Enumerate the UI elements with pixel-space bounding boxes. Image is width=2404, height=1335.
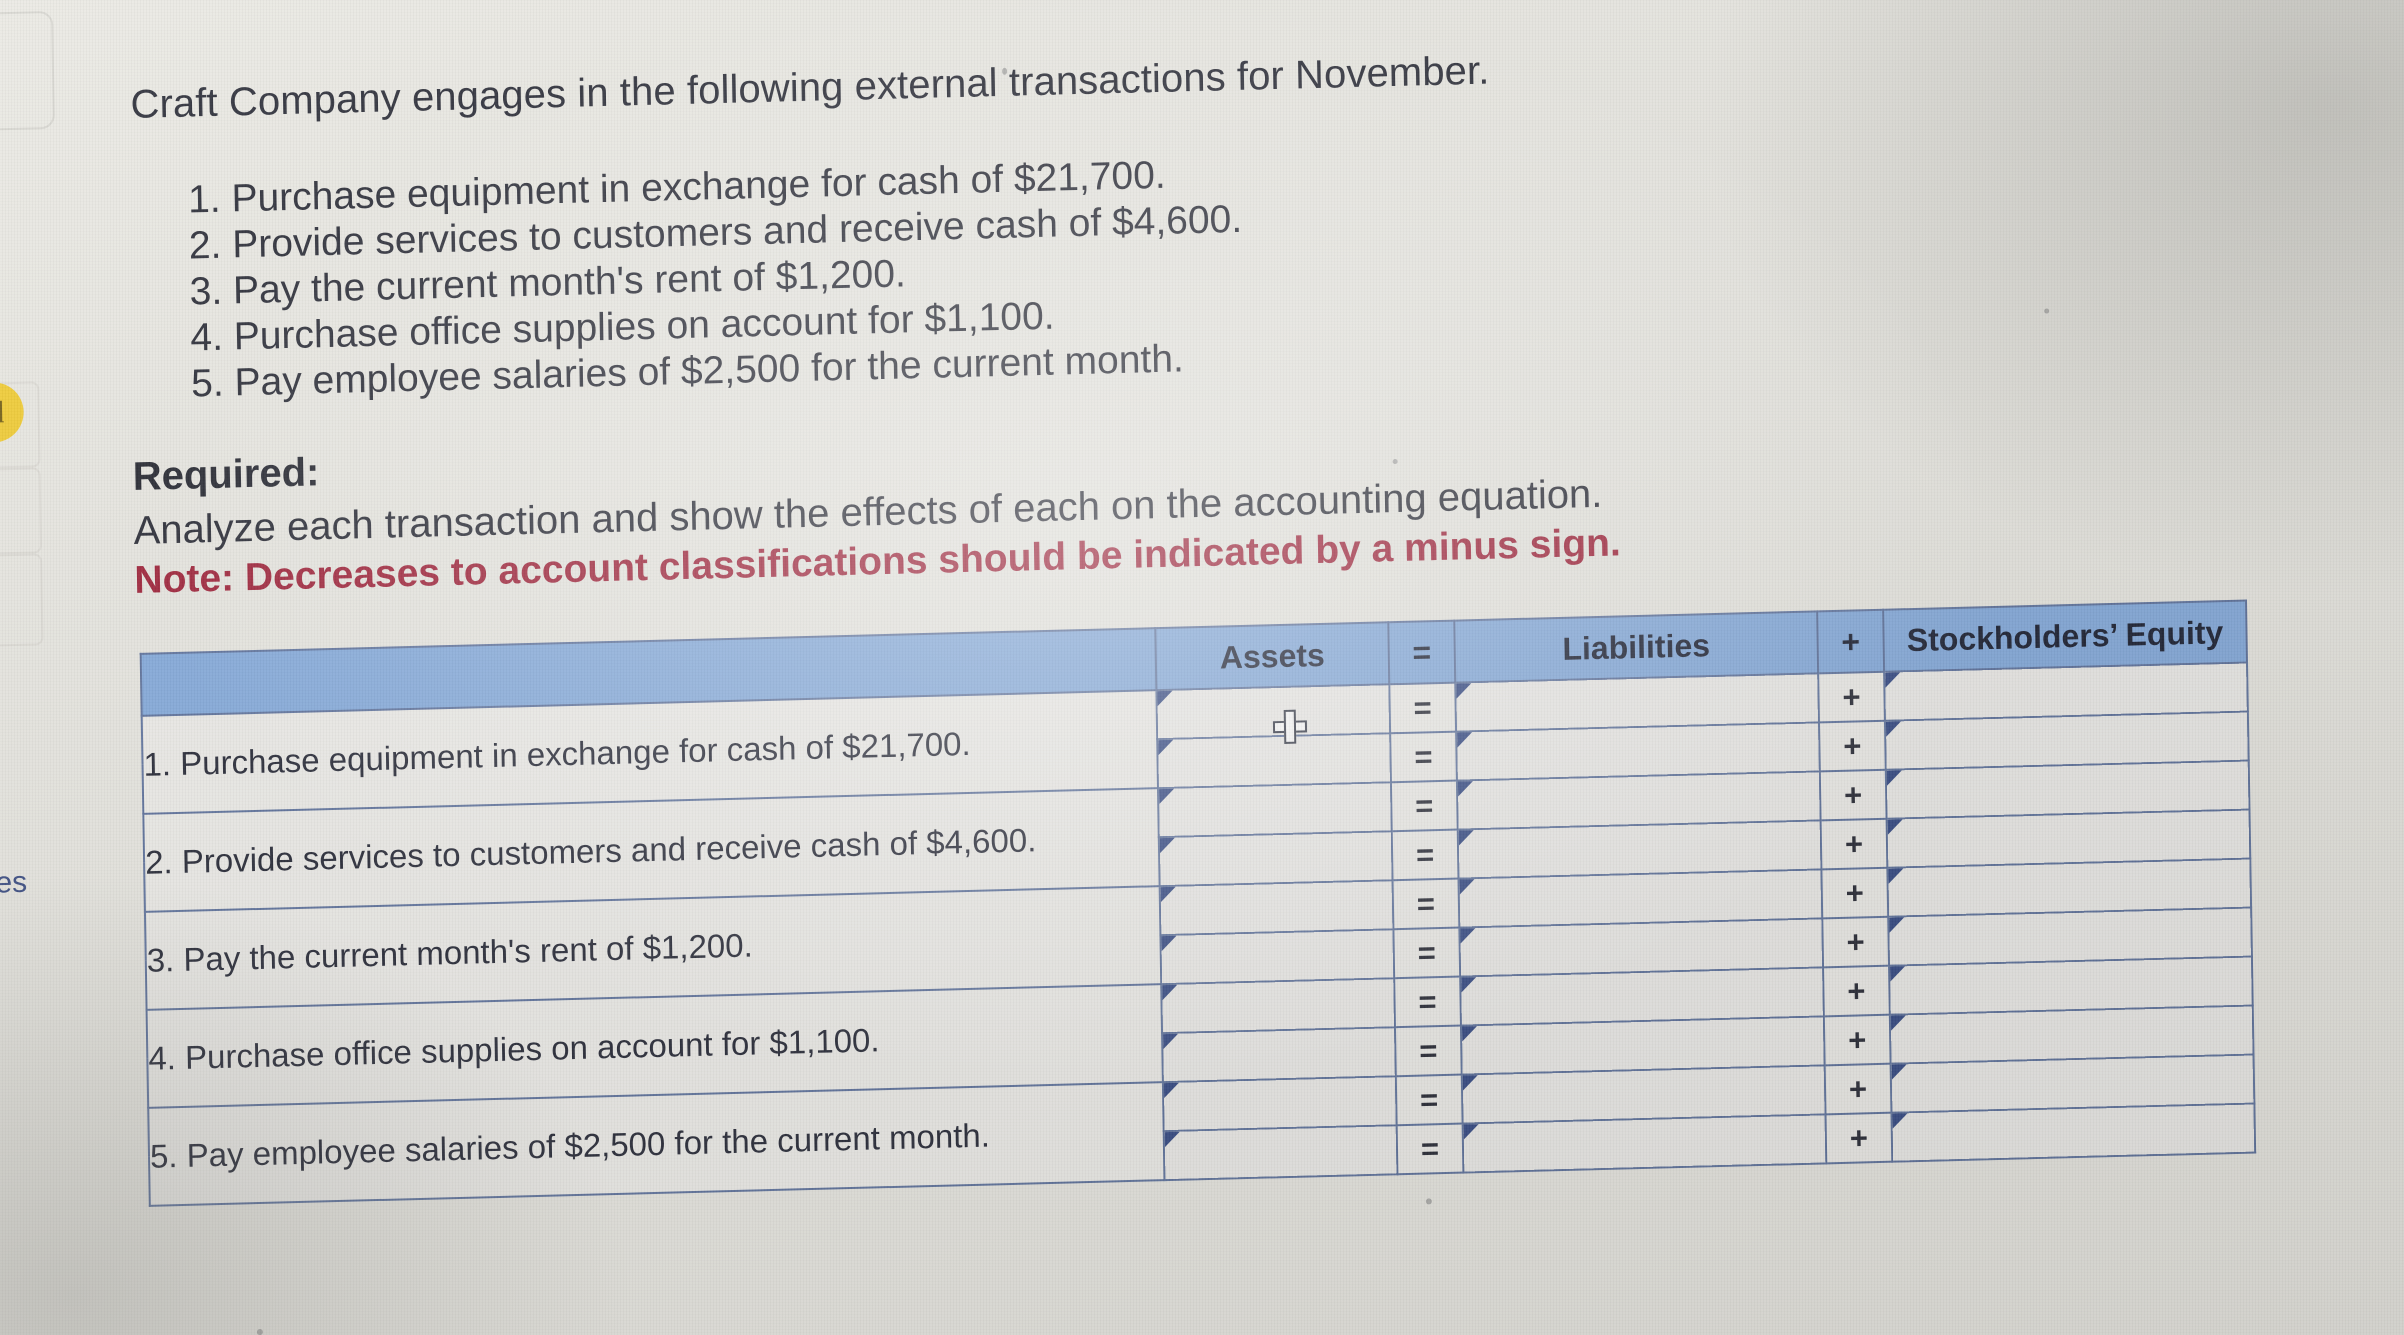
intro-paragraph: Craft Company engages in the following e… xyxy=(130,48,1490,127)
browser-chrome-panel-b xyxy=(0,467,42,557)
cell-corner-marker-icon xyxy=(1887,819,1903,835)
left-edge-link[interactable]: es xyxy=(0,865,28,900)
cell-corner-marker-icon xyxy=(1158,739,1174,756)
plus-operator-cell: + xyxy=(1821,867,1889,919)
equals-operator-cell: = xyxy=(1393,927,1461,979)
cell-corner-marker-icon xyxy=(1461,977,1477,993)
cell-corner-marker-icon xyxy=(1891,1064,1907,1080)
equals-operator-cell: = xyxy=(1390,780,1458,832)
header-stockholders-equity: Stockholders’ Equity xyxy=(1883,600,2248,672)
cell-corner-marker-icon xyxy=(1160,886,1176,903)
equals-operator-cell: = xyxy=(1391,829,1459,881)
cell-corner-marker-icon xyxy=(1159,788,1175,805)
cell-corner-marker-icon xyxy=(1892,1113,1908,1129)
plus-operator-cell: + xyxy=(1825,1112,1893,1164)
cell-corner-marker-icon xyxy=(1456,683,1472,699)
header-plus-sign: + xyxy=(1817,609,1885,674)
browser-chrome-panel-top xyxy=(0,10,55,132)
plus-operator-cell: + xyxy=(1822,916,1890,968)
required-heading: Required: xyxy=(132,450,320,499)
problem-document: Craft Company engages in the following e… xyxy=(0,0,2393,1206)
browser-chrome-panel-c xyxy=(0,553,44,649)
assets-input-cell[interactable] xyxy=(1161,978,1395,1034)
cell-corner-marker-icon xyxy=(1462,1075,1479,1091)
plus-operator-cell: + xyxy=(1820,818,1888,870)
cell-corner-marker-icon xyxy=(1157,690,1173,707)
assets-input-cell[interactable] xyxy=(1158,831,1393,887)
cell-corner-marker-icon xyxy=(1458,830,1474,846)
cell-corner-marker-icon xyxy=(1463,1124,1479,1140)
liabilities-input-cell[interactable] xyxy=(1462,1114,1827,1173)
cell-corner-marker-icon xyxy=(1164,1131,1180,1148)
plus-operator-cell: + xyxy=(1819,769,1887,821)
plus-operator-cell: + xyxy=(1823,1014,1891,1066)
equals-operator-cell: = xyxy=(1390,731,1457,783)
cell-corner-marker-icon xyxy=(1457,781,1474,797)
equity-input-cell[interactable] xyxy=(1891,1103,2256,1162)
cell-corner-marker-icon xyxy=(1163,1082,1180,1099)
cell-corner-marker-icon xyxy=(1159,837,1176,854)
assets-input-cell[interactable] xyxy=(1163,1125,1398,1181)
crosshair-cursor-icon xyxy=(1272,709,1308,744)
dust-speck xyxy=(1002,67,1008,75)
equals-operator-cell: = xyxy=(1395,1074,1463,1126)
dust-speck xyxy=(256,1328,263,1335)
header-equals-sign: = xyxy=(1388,620,1456,685)
cell-corner-marker-icon xyxy=(1161,935,1177,952)
equals-operator-cell: = xyxy=(1394,1025,1462,1077)
header-assets: Assets xyxy=(1155,622,1390,691)
equals-operator-cell: = xyxy=(1394,976,1461,1028)
cell-corner-marker-icon xyxy=(1886,770,1903,786)
plus-operator-cell: + xyxy=(1823,965,1890,1017)
yellow-badge-label: d xyxy=(0,394,5,430)
equals-operator-cell: = xyxy=(1389,682,1457,734)
plus-operator-cell: + xyxy=(1818,720,1886,772)
assets-input-cell[interactable] xyxy=(1162,1027,1396,1083)
cell-corner-marker-icon xyxy=(1461,1026,1478,1042)
cell-corner-marker-icon xyxy=(1457,732,1473,748)
dust-speck xyxy=(2044,308,2050,314)
cell-corner-marker-icon xyxy=(1163,1033,1179,1050)
plus-operator-cell: + xyxy=(1818,671,1885,723)
cell-corner-marker-icon xyxy=(1889,917,1905,933)
dust-speck xyxy=(1392,458,1398,465)
assets-input-cell[interactable] xyxy=(1157,782,1392,838)
plus-operator-cell: + xyxy=(1824,1063,1892,1115)
accounting-equation-table: Assets = Liabilities + Stockholders’ Equ… xyxy=(140,600,2257,1207)
cell-corner-marker-icon xyxy=(1885,672,1901,688)
assets-input-cell[interactable] xyxy=(1160,929,1395,985)
cell-corner-marker-icon xyxy=(1890,966,1906,982)
transaction-list: 1. Purchase equipment in exchange for ca… xyxy=(188,140,1691,408)
assets-input-cell[interactable] xyxy=(1159,880,1394,936)
cell-corner-marker-icon xyxy=(1890,1015,1907,1031)
cell-corner-marker-icon xyxy=(1888,868,1904,884)
cell-corner-marker-icon xyxy=(1460,928,1476,944)
cell-corner-marker-icon xyxy=(1885,721,1902,737)
table-body: 1. Purchase equipment in exchange for ca… xyxy=(141,662,2256,1206)
cell-corner-marker-icon xyxy=(1162,984,1178,1001)
header-liabilities: Liabilities xyxy=(1454,611,1819,683)
assets-input-cell[interactable] xyxy=(1162,1076,1397,1132)
cell-corner-marker-icon xyxy=(1459,879,1475,895)
equals-operator-cell: = xyxy=(1392,878,1460,930)
equals-operator-cell: = xyxy=(1396,1123,1464,1175)
dust-speck xyxy=(1425,1198,1432,1205)
